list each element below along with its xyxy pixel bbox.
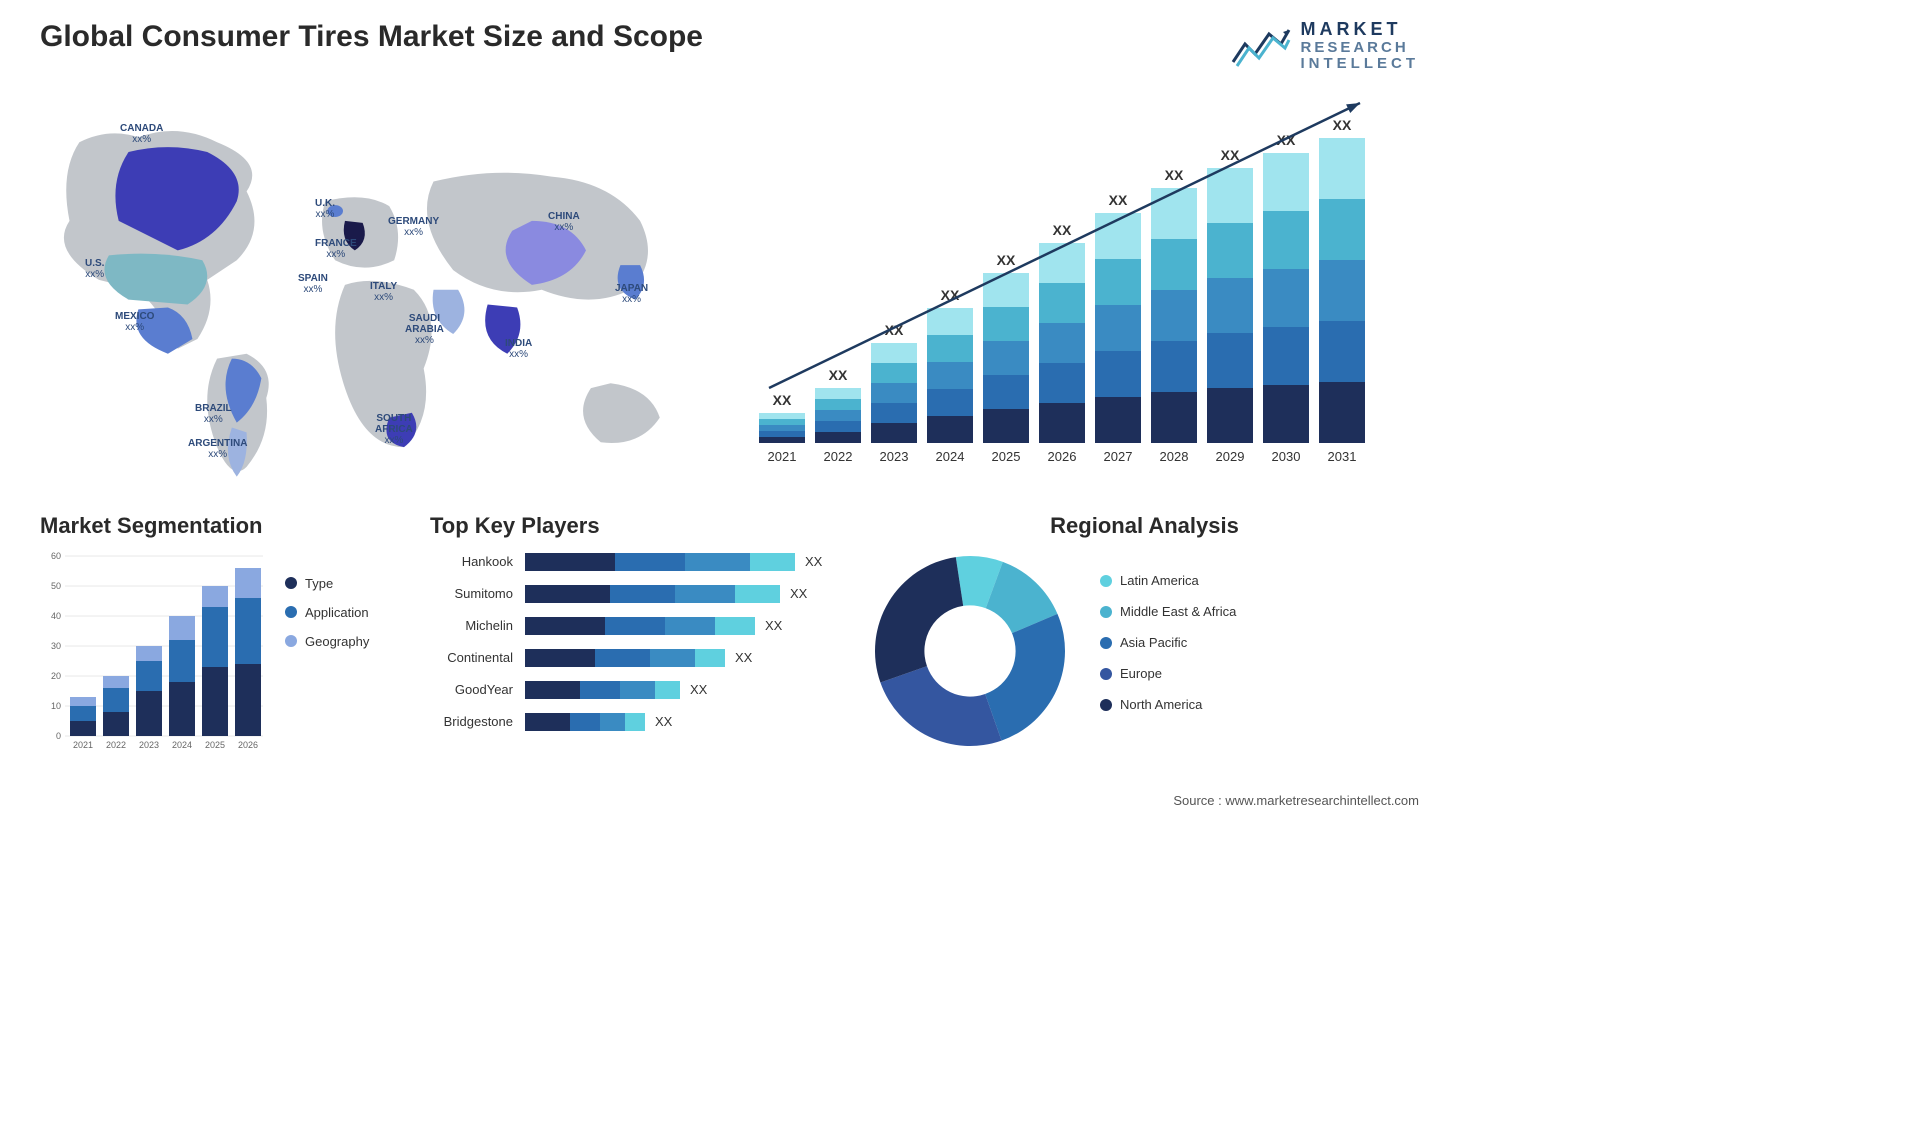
svg-text:0: 0 [56, 731, 61, 741]
svg-text:30: 30 [51, 641, 61, 651]
svg-text:2027: 2027 [1104, 449, 1133, 464]
svg-text:2029: 2029 [1216, 449, 1245, 464]
map-label-germany: GERMANYxx% [388, 216, 439, 238]
player-value: XX [735, 650, 752, 665]
logo-icon [1231, 22, 1291, 70]
segmentation-chart-svg: 0 10 20 30 40 50 60 2021 2022 2023 2024 2025 2026 [40, 551, 270, 751]
svg-text:2023: 2023 [880, 449, 909, 464]
segmentation-panel: Market Segmentation 0 10 20 30 40 50 60 2021 202… [40, 513, 410, 751]
svg-text:2026: 2026 [238, 740, 258, 750]
player-label: Hankook [430, 554, 525, 569]
logo-text-2: RESEARCH [1301, 40, 1420, 57]
segmentation-legend: Type Application Geography [285, 551, 369, 751]
regional-panel: Regional Analysis Latin America Middle Ea… [870, 513, 1419, 751]
svg-text:60: 60 [51, 551, 61, 561]
map-label-us: U.S.xx% [85, 258, 104, 280]
player-label: Sumitomo [430, 586, 525, 601]
player-value: XX [655, 714, 672, 729]
svg-text:2022: 2022 [106, 740, 126, 750]
players-panel: Top Key Players HankookXXSumitomoXXMiche… [430, 513, 850, 751]
map-label-southafrica: SOUTHAFRICAxx% [375, 413, 413, 446]
svg-text:2030: 2030 [1272, 449, 1301, 464]
donut-chart-svg [870, 551, 1070, 751]
svg-text:2025: 2025 [205, 740, 225, 750]
svg-text:2028: 2028 [1160, 449, 1189, 464]
map-label-italy: ITALYxx% [370, 281, 397, 303]
map-label-brazil: BRAZILxx% [195, 403, 232, 425]
page-title: Global Consumer Tires Market Size and Sc… [40, 20, 703, 54]
map-label-india: INDIAxx% [505, 338, 532, 360]
svg-text:2022: 2022 [824, 449, 853, 464]
svg-text:2021: 2021 [73, 740, 93, 750]
svg-text:XX: XX [1333, 117, 1352, 133]
seg-legend-application: Application [285, 605, 369, 620]
player-label: GoodYear [430, 682, 525, 697]
svg-text:XX: XX [1165, 167, 1184, 183]
svg-text:2025: 2025 [992, 449, 1021, 464]
seg-legend-type: Type [285, 576, 369, 591]
map-label-japan: JAPANxx% [615, 283, 648, 305]
player-value: XX [805, 554, 822, 569]
logo-text-3: INTELLECT [1301, 56, 1420, 73]
player-value: XX [690, 682, 707, 697]
svg-text:40: 40 [51, 611, 61, 621]
source-text: Source : www.marketresearchintellect.com [1173, 793, 1419, 808]
region-legend-asia-pacific: Asia Pacific [1100, 635, 1236, 650]
world-map: CANADAxx% U.S.xx% MEXICOxx% BRAZILxx% ARGENT… [40, 93, 709, 493]
map-label-canada: CANADAxx% [120, 123, 163, 145]
svg-text:20: 20 [51, 671, 61, 681]
regional-legend: Latin America Middle East & Africa Asia Pa… [1100, 573, 1236, 728]
svg-text:XX: XX [1053, 222, 1072, 238]
map-label-argentina: ARGENTINAxx% [188, 438, 247, 460]
svg-text:XX: XX [997, 252, 1016, 268]
segmentation-title: Market Segmentation [40, 513, 410, 539]
player-row-michelin: Michelin XX [430, 615, 850, 637]
svg-text:50: 50 [51, 581, 61, 591]
player-row-hankook: Hankook XX [430, 551, 850, 573]
player-label: Bridgestone [430, 714, 525, 729]
logo-text-1: MARKET [1301, 20, 1420, 40]
svg-text:2023: 2023 [139, 740, 159, 750]
region-legend-north-america: North America [1100, 697, 1236, 712]
svg-text:2021: 2021 [768, 449, 797, 464]
player-label: Continental [430, 650, 525, 665]
regional-title: Regional Analysis [870, 513, 1419, 539]
player-row-sumitomo: Sumitomo XX [430, 583, 850, 605]
player-label: Michelin [430, 618, 525, 633]
svg-text:2031: 2031 [1328, 449, 1357, 464]
svg-text:10: 10 [51, 701, 61, 711]
svg-text:2026: 2026 [1048, 449, 1077, 464]
map-label-china: CHINAxx% [548, 211, 580, 233]
svg-text:XX: XX [773, 392, 792, 408]
svg-text:2024: 2024 [936, 449, 965, 464]
map-label-saudiarabia: SAUDIARABIAxx% [405, 313, 444, 346]
svg-text:XX: XX [829, 367, 848, 383]
seg-legend-geography: Geography [285, 634, 369, 649]
map-label-france: FRANCExx% [315, 238, 357, 260]
map-label-mexico: MEXICOxx% [115, 311, 154, 333]
map-label-spain: SPAINxx% [298, 273, 328, 295]
player-row-bridgestone: Bridgestone XX [430, 711, 850, 733]
players-title: Top Key Players [430, 513, 850, 539]
region-legend-middle-east---africa: Middle East & Africa [1100, 604, 1236, 619]
player-value: XX [765, 618, 782, 633]
region-legend-europe: Europe [1100, 666, 1236, 681]
players-list: HankookXXSumitomoXXMichelinXXContinental… [430, 551, 850, 733]
svg-text:2024: 2024 [172, 740, 192, 750]
svg-text:XX: XX [1221, 147, 1240, 163]
region-legend-latin-america: Latin America [1100, 573, 1236, 588]
growth-chart: XX 2021 XX 2022 XX 2023 XX 2024 XX 2025 XX 2026 XX 20… [739, 93, 1419, 493]
player-value: XX [790, 586, 807, 601]
brand-logo: MARKET RESEARCH INTELLECT [1231, 20, 1420, 73]
svg-text:XX: XX [1109, 192, 1128, 208]
player-row-continental: Continental XX [430, 647, 850, 669]
map-label-uk: U.K.xx% [315, 198, 335, 220]
growth-chart-svg: XX 2021 XX 2022 XX 2023 XX 2024 XX 2025 XX 2026 XX 20… [739, 93, 1419, 473]
player-row-goodyear: GoodYear XX [430, 679, 850, 701]
